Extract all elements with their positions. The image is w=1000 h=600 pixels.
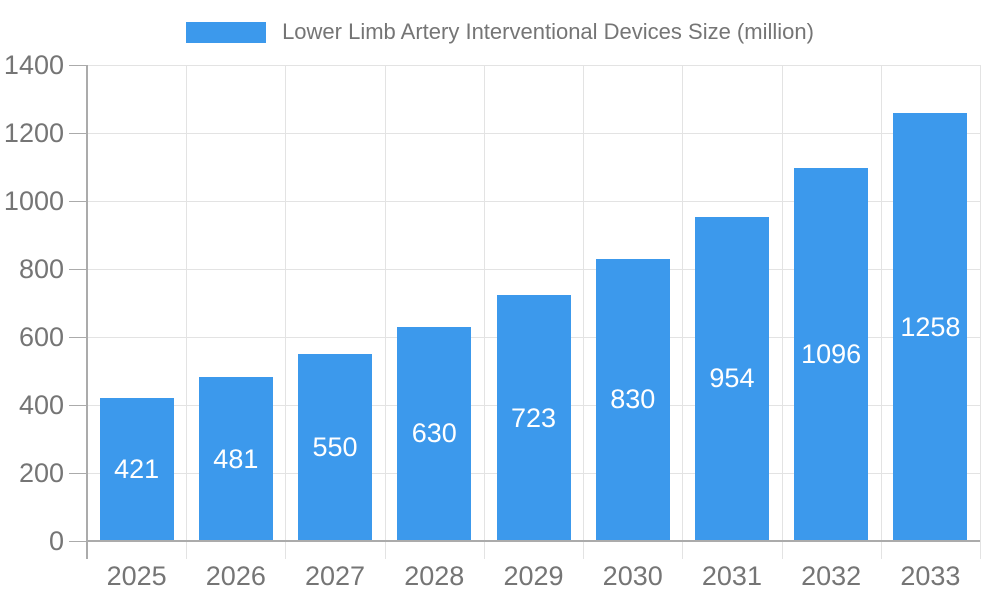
x-axis-tick [583,541,585,559]
y-gridline [87,65,980,66]
y-axis-tick-label: 400 [18,390,64,420]
bar-2031[interactable]: 954 [694,216,769,541]
bar-2033[interactable]: 1258 [893,113,968,541]
x-gridline [980,65,981,541]
y-axis-line [86,65,88,559]
x-gridline [483,65,485,541]
bar-2025[interactable]: 421 [99,397,174,541]
bar-2026[interactable]: 481 [198,377,273,541]
y-axis-tick [69,473,87,474]
x-gridline [583,65,585,541]
x-gridline [880,65,882,541]
y-axis-tick [69,405,87,406]
y-axis-tick [69,65,87,66]
y-axis-tick [69,133,87,134]
bar-value-label: 481 [213,443,259,474]
bar-2030[interactable]: 830 [595,258,670,541]
x-axis-label-2026: 2026 [205,561,266,591]
x-axis-label-2025: 2025 [106,561,167,591]
plot-area: 0 200 400 600 800 1000 1200 1400 421 2025 481 2026 5… [4,50,981,591]
bar-value-label: 1258 [900,311,961,342]
x-axis-label-2031: 2031 [701,561,762,591]
y-axis-tick [69,541,87,542]
x-gridline [186,65,188,541]
bar-2029[interactable]: 723 [496,295,571,541]
y-axis-tick-label: 0 [48,526,64,556]
bar-value-label: 550 [312,432,358,462]
legend[interactable]: Lower Limb Artery Interventional Devices… [0,13,1000,51]
bar-value-label: 1096 [801,339,862,370]
x-axis-tick [880,541,882,559]
x-axis-tick [980,541,981,559]
x-gridline [781,65,783,541]
bar-2027[interactable]: 550 [298,354,373,541]
x-axis-label-2030: 2030 [602,561,663,591]
x-axis-label-2033: 2033 [900,561,961,591]
bar-value-label: 954 [709,363,755,394]
bar-value-label: 630 [411,418,457,449]
x-axis-tick [285,541,287,559]
x-axis-label-2029: 2029 [503,561,564,591]
x-axis-label-2032: 2032 [801,561,862,591]
bar-value-label: 421 [114,453,160,484]
x-axis-tick [682,541,684,559]
x-gridline [682,65,684,541]
y-axis-tick-label: 600 [18,322,64,352]
y-axis-tick-label: 1400 [3,50,64,80]
y-gridline [87,201,980,202]
y-axis-tick-label: 1000 [3,186,64,216]
bar-2028[interactable]: 630 [397,326,472,541]
x-gridline [285,65,287,541]
y-axis-tick-label: 1200 [3,118,64,148]
y-axis-tick-label: 800 [18,254,64,284]
bar-value-label: 830 [610,384,656,415]
x-axis-tick [384,541,386,559]
y-gridline [87,269,980,270]
legend-swatch[interactable] [186,21,267,43]
x-axis-line [87,540,980,542]
y-axis-tick [69,201,87,202]
legend-label[interactable]: Lower Limb Artery Interventional Devices… [282,19,814,44]
y-gridline [87,133,980,134]
y-axis-tick [69,269,87,270]
y-axis-tick [69,337,87,338]
bar-2032[interactable]: 1096 [794,168,869,541]
y-axis-tick-label: 200 [18,458,64,488]
x-axis-tick [186,541,188,559]
x-gridline [384,65,386,541]
x-axis-label-2028: 2028 [404,561,465,591]
x-axis-tick [781,541,783,559]
x-axis-tick [483,541,485,559]
bar-value-label: 723 [510,402,557,433]
x-axis-label-2027: 2027 [305,561,366,591]
